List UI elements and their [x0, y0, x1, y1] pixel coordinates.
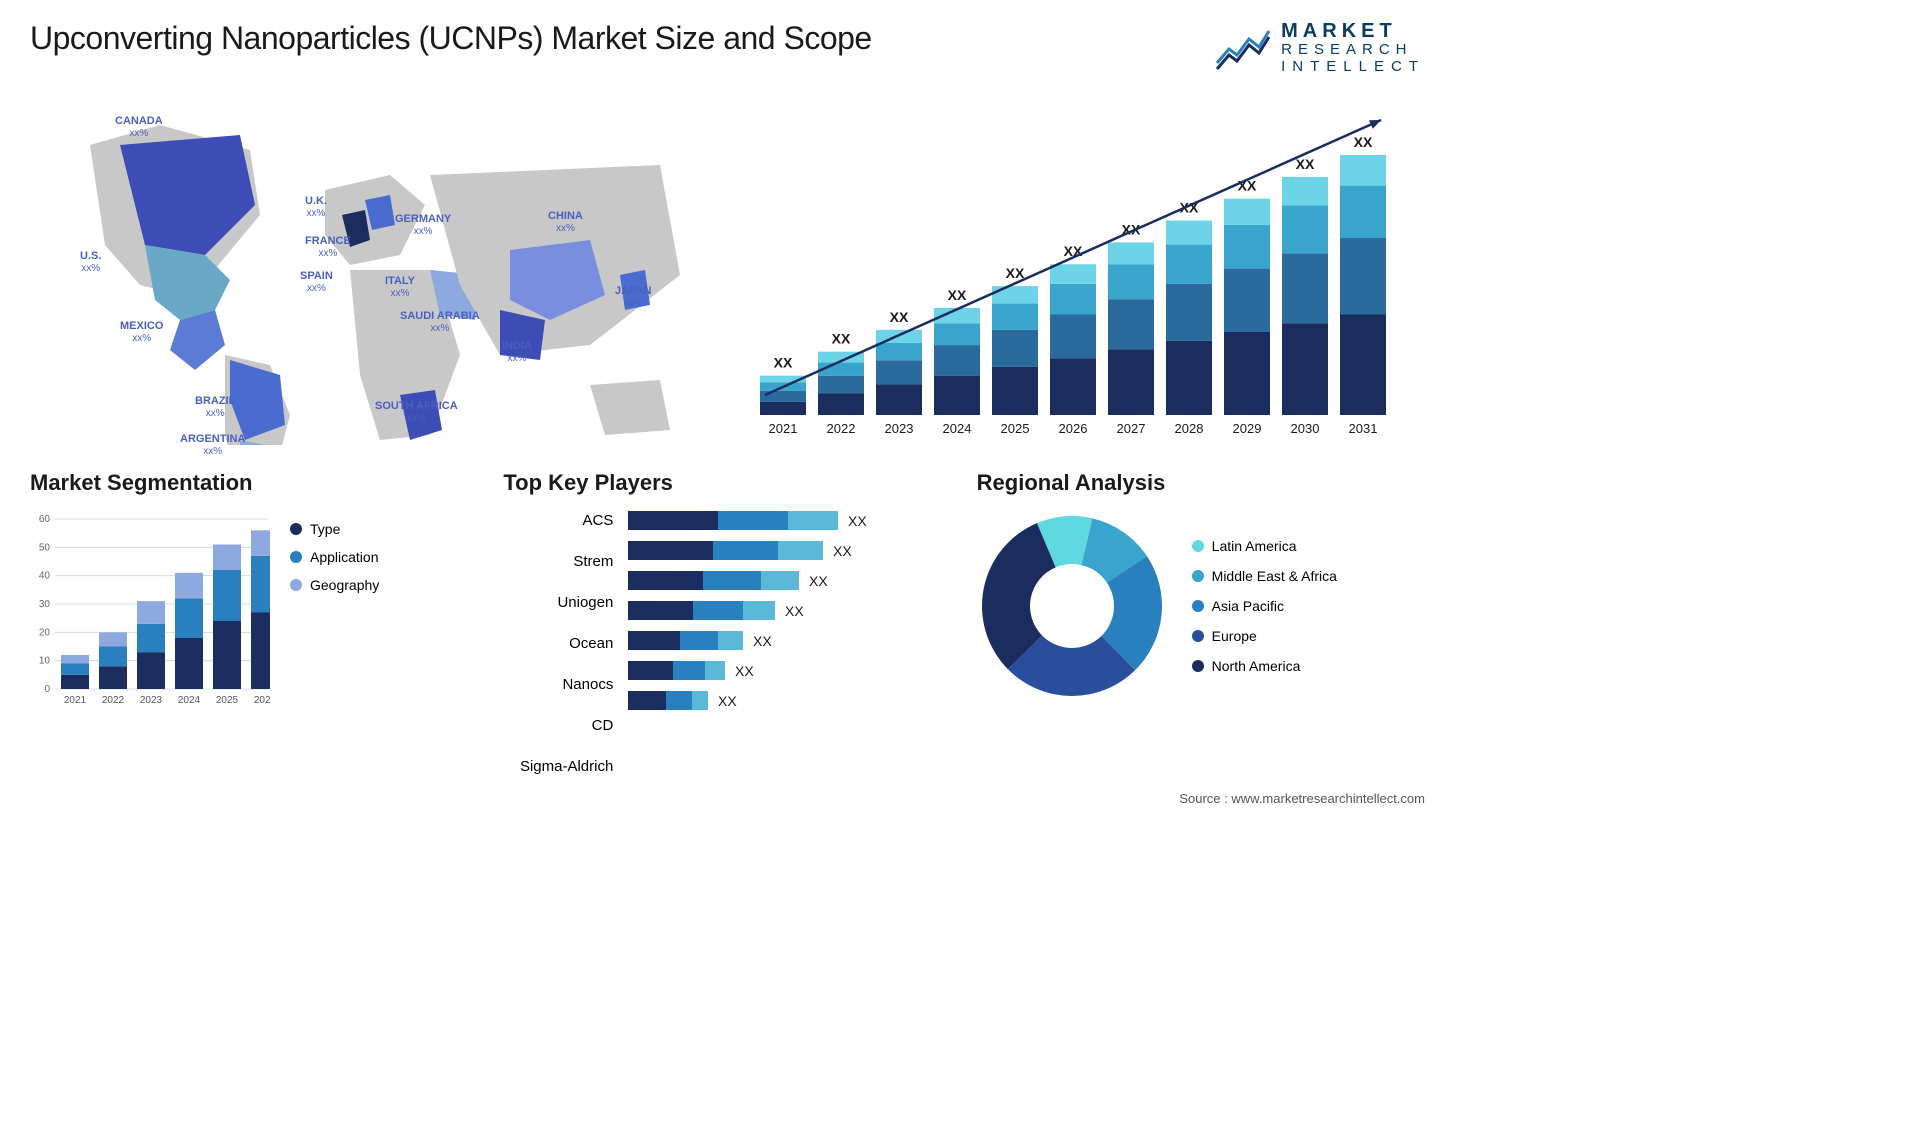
map-label-france: FRANCExx% — [305, 235, 351, 260]
svg-text:2028: 2028 — [1175, 421, 1204, 436]
svg-text:2027: 2027 — [1117, 421, 1146, 436]
map-label-canada: CANADAxx% — [115, 115, 163, 140]
player-label-cd: CD — [503, 716, 613, 735]
svg-text:0: 0 — [44, 684, 50, 695]
map-label-u.k.: U.K.xx% — [305, 195, 327, 220]
svg-text:XX: XX — [832, 331, 851, 347]
svg-text:XX: XX — [1354, 134, 1373, 150]
svg-text:2030: 2030 — [1291, 421, 1320, 436]
map-label-u.s.: U.S.xx% — [80, 250, 101, 275]
regional-legend-europe: Europe — [1192, 628, 1337, 644]
world-map-panel: CANADAxx%U.S.xx%MEXICOxx%BRAZILxx%ARGENT… — [30, 95, 710, 445]
svg-text:2025: 2025 — [1001, 421, 1030, 436]
svg-text:XX: XX — [785, 603, 804, 619]
player-label-ocean: Ocean — [503, 634, 613, 653]
svg-text:40: 40 — [39, 571, 51, 582]
growth-chart-svg: XX 2021 XX 2022 XX 2023 XX 2024 XX 2025 XX 2026 XX 20… — [740, 95, 1420, 445]
map-label-saudi-arabia: SAUDI ARABIAxx% — [400, 310, 480, 335]
map-label-spain: SPAINxx% — [300, 270, 333, 295]
segmentation-legend: Type Application Geography — [290, 511, 379, 711]
player-label-acs: ACS — [503, 511, 613, 530]
seg-legend-application: Application — [290, 549, 379, 565]
svg-text:2024: 2024 — [178, 695, 201, 706]
page-title: Upconverting Nanoparticles (UCNPs) Marke… — [30, 20, 872, 57]
segmentation-title: Market Segmentation — [30, 470, 478, 496]
svg-text:XX: XX — [848, 513, 867, 529]
logo-icon — [1215, 25, 1271, 71]
map-label-germany: GERMANYxx% — [395, 213, 451, 238]
player-label-strem: Strem — [503, 552, 613, 571]
svg-text:2025: 2025 — [216, 695, 239, 706]
map-label-italy: ITALYxx% — [385, 275, 415, 300]
svg-text:2022: 2022 — [102, 695, 125, 706]
svg-text:2031: 2031 — [1349, 421, 1378, 436]
map-label-china: CHINAxx% — [548, 210, 583, 235]
growth-chart-panel: XX 2021 XX 2022 XX 2023 XX 2024 XX 2025 XX 2026 XX 20… — [740, 95, 1425, 445]
svg-text:30: 30 — [39, 599, 51, 610]
svg-text:2023: 2023 — [140, 695, 163, 706]
regional-donut-svg — [977, 511, 1167, 701]
svg-text:XX: XX — [1006, 265, 1025, 281]
svg-text:XX: XX — [809, 573, 828, 589]
world-map-svg — [30, 95, 710, 445]
map-label-south-africa: SOUTH AFRICAxx% — [375, 400, 458, 425]
svg-text:60: 60 — [39, 514, 51, 525]
map-label-india: INDIAxx% — [502, 340, 532, 365]
regional-section: Regional Analysis Latin America Middle Ea… — [977, 470, 1425, 776]
svg-text:XX: XX — [753, 633, 772, 649]
svg-text:XX: XX — [890, 309, 909, 325]
map-label-mexico: MEXICOxx% — [120, 320, 163, 345]
svg-text:2021: 2021 — [769, 421, 798, 436]
players-labels: ACS Strem Uniogen Ocean Nanocs CD Sigma-Aldric… — [503, 511, 613, 776]
map-label-japan: JAPANxx% — [615, 285, 651, 310]
segmentation-chart-svg: 0 10 20 30 40 50 60 2021 2022 2023 2024 2025 2026 — [30, 511, 270, 711]
logo-line-3: INTELLECT — [1281, 59, 1425, 76]
svg-text:2021: 2021 — [64, 695, 87, 706]
svg-text:2026: 2026 — [254, 695, 270, 706]
svg-text:50: 50 — [39, 542, 51, 553]
players-section: Top Key Players ACS Strem Uniogen Ocean Nano… — [503, 470, 951, 776]
svg-text:XX: XX — [735, 663, 754, 679]
logo-line-1: MARKET — [1281, 20, 1425, 42]
player-label-nanocs: Nanocs — [503, 675, 613, 694]
seg-legend-type: Type — [290, 521, 379, 537]
logo-line-2: RESEARCH — [1281, 42, 1425, 59]
players-title: Top Key Players — [503, 470, 951, 496]
map-label-brazil: BRAZILxx% — [195, 395, 235, 420]
svg-text:2026: 2026 — [1059, 421, 1088, 436]
regional-legend-asia-pacific: Asia Pacific — [1192, 598, 1337, 614]
brand-logo: MARKET RESEARCH INTELLECT — [1215, 20, 1425, 75]
regional-legend-latin-america: Latin America — [1192, 538, 1337, 554]
regional-legend-north-america: North America — [1192, 658, 1337, 674]
svg-text:XX: XX — [718, 693, 737, 709]
player-label-sigma-aldrich: Sigma-Aldrich — [503, 757, 613, 776]
map-label-argentina: ARGENTINAxx% — [180, 433, 245, 458]
svg-text:2023: 2023 — [885, 421, 914, 436]
svg-text:2024: 2024 — [943, 421, 972, 436]
source-label: Source : www.marketresearchintellect.com — [1179, 791, 1425, 806]
players-chart-svg: XX XX XX XX XX XX XX — [628, 511, 928, 731]
svg-text:XX: XX — [1296, 156, 1315, 172]
segmentation-section: Market Segmentation 0 10 20 30 40 50 60 2021 202… — [30, 470, 478, 776]
svg-text:10: 10 — [39, 656, 51, 667]
svg-text:20: 20 — [39, 627, 51, 638]
regional-title: Regional Analysis — [977, 470, 1425, 496]
svg-text:XX: XX — [948, 287, 967, 303]
svg-text:XX: XX — [833, 543, 852, 559]
svg-text:2029: 2029 — [1233, 421, 1262, 436]
regional-legend: Latin America Middle East & Africa Asia Pa… — [1192, 538, 1337, 674]
player-label-uniogen: Uniogen — [503, 593, 613, 612]
regional-legend-middle-east-africa: Middle East & Africa — [1192, 568, 1337, 584]
seg-legend-geography: Geography — [290, 577, 379, 593]
svg-text:XX: XX — [774, 355, 793, 371]
svg-text:2022: 2022 — [827, 421, 856, 436]
